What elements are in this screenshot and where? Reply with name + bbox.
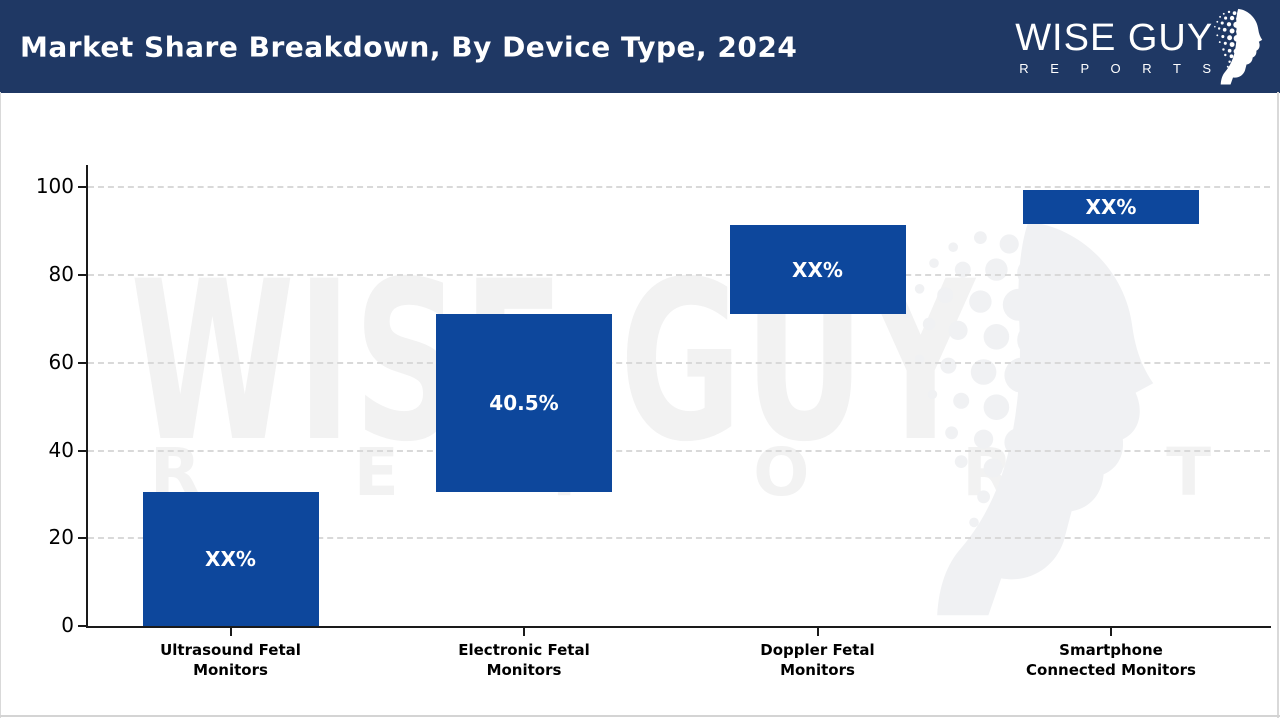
y-tick-label-0: 0 xyxy=(61,613,74,637)
category-label-2: Electronic Fetal Monitors xyxy=(458,641,590,679)
bar-segment-1: XX% xyxy=(142,492,319,626)
x-tick-3 xyxy=(816,628,819,636)
gridline-100 xyxy=(88,186,1270,189)
gridline-60 xyxy=(88,361,1270,364)
y-tick-80 xyxy=(78,274,87,276)
page-title: Market Share Breakdown, By Device Type, … xyxy=(20,30,798,63)
y-tick-label-100: 100 xyxy=(35,174,74,199)
header-bar: Market Share Breakdown, By Device Type, … xyxy=(0,0,1280,93)
x-tick-1 xyxy=(229,628,232,636)
y-tick-20 xyxy=(78,537,87,540)
y-tick-100 xyxy=(78,186,87,189)
page-border-right xyxy=(1277,92,1279,718)
category-label-4: Smartphone Connected Monitors xyxy=(1026,641,1196,679)
x-tick-4 xyxy=(1110,628,1112,636)
category-label-3: Doppler Fetal Monitors xyxy=(760,641,875,679)
gridline-80 xyxy=(88,274,1270,276)
y-tick-0 xyxy=(78,625,87,627)
bar-segment-2: 40.5% xyxy=(436,314,612,493)
x-tick-2 xyxy=(523,628,525,636)
gridline-40 xyxy=(88,449,1270,452)
y-tick-label-80: 80 xyxy=(48,262,74,286)
brand-subtitle: R E P O R T S xyxy=(1019,60,1220,76)
bar-value-label: XX% xyxy=(1085,194,1137,219)
x-axis-line xyxy=(86,626,1271,628)
bar-segment-3: XX% xyxy=(729,224,906,315)
brand-name: WISE GUY xyxy=(1015,16,1214,59)
brand-logo: WISE GUY R E P O R T S xyxy=(1015,5,1268,89)
bar-segment-4: XX% xyxy=(1023,189,1199,224)
bar-value-label: XX% xyxy=(205,547,256,572)
y-tick-60 xyxy=(78,361,87,364)
page-border-left xyxy=(0,92,1,718)
y-tick-label-40: 40 xyxy=(48,437,74,462)
y-tick-40 xyxy=(78,449,87,452)
bar-value-label: XX% xyxy=(792,257,843,282)
y-tick-label-60: 60 xyxy=(48,349,74,374)
gridline-20 xyxy=(88,537,1270,540)
brand-head-icon xyxy=(1214,8,1263,85)
brand-logo-text: WISE GUY R E P O R T S xyxy=(1015,19,1220,76)
market-share-chart: 0 20 40 60 80 100 XX% Ultrasound Fetal Monitors 4… xyxy=(0,93,1280,720)
y-tick-label-20: 20 xyxy=(48,525,74,550)
category-label-1: Ultrasound Fetal Monitors xyxy=(160,641,301,679)
bar-value-label: 40.5% xyxy=(489,391,559,416)
page-border-bottom xyxy=(0,715,1280,717)
y-axis-line xyxy=(86,165,88,628)
